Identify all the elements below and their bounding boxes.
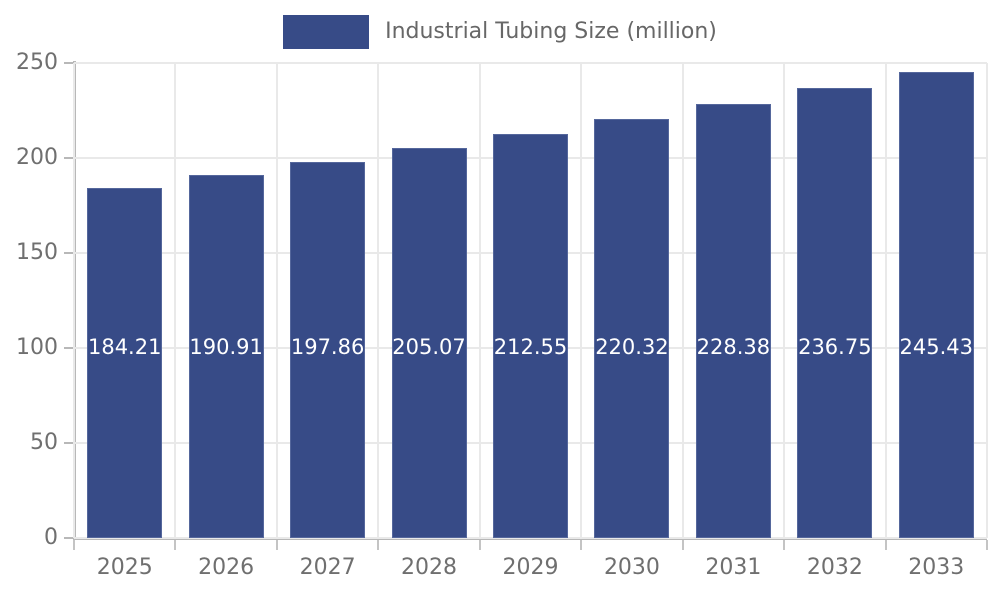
x-tick-label-2026: 2026: [198, 555, 255, 580]
y-tick-label-wrap: 250: [0, 52, 58, 74]
gridline-horizontal: [74, 537, 987, 539]
legend-color-swatch: [283, 15, 370, 49]
y-tick-label: 0: [44, 525, 58, 550]
x-tick-label-2029: 2029: [502, 555, 559, 580]
x-tick-mark: [884, 540, 887, 550]
y-tick-label-wrap: 150: [0, 242, 58, 264]
gridline-vertical: [580, 63, 583, 538]
bar-2029[interactable]: [492, 134, 569, 538]
gridline-vertical: [377, 63, 380, 538]
x-tick-mark: [377, 540, 380, 550]
bar-2028[interactable]: [391, 148, 467, 538]
bar-2025[interactable]: [87, 188, 163, 538]
legend-label: Industrial Tubing Size (million): [385, 19, 717, 44]
bar-2026[interactable]: [188, 175, 264, 538]
gridline-horizontal: [74, 62, 987, 64]
plot-area: 184.21 190.91 197.86 205.07 212.55 220.32 228.…: [73, 62, 988, 539]
y-tick-label-wrap: 50: [0, 432, 58, 454]
chart-legend: Industrial Tubing Size (million): [0, 10, 1000, 54]
y-tick-label: 150: [16, 240, 58, 265]
gridline-vertical: [174, 63, 177, 538]
y-tick-label-wrap: 0: [0, 527, 58, 549]
x-tick-mark: [580, 540, 583, 550]
y-tick-label-wrap: 200: [0, 147, 58, 169]
y-tick-label-wrap: 100: [0, 337, 58, 359]
x-tick-mark: [478, 540, 481, 550]
y-tick-mark: [64, 62, 73, 64]
y-tick-mark: [64, 442, 73, 444]
y-tick-mark: [64, 537, 73, 539]
y-tick-label: 200: [16, 145, 58, 170]
y-tick-mark: [64, 252, 73, 254]
y-tick-label: 100: [16, 335, 58, 360]
gridline-vertical: [986, 63, 988, 538]
gridline-vertical: [478, 63, 481, 538]
x-tick-label-2031: 2031: [705, 555, 762, 580]
y-axis-ticks: 0 50 100 150 200 250: [0, 0, 74, 600]
x-tick-mark: [174, 540, 177, 550]
gridline-vertical: [884, 63, 887, 538]
bar-2032[interactable]: [797, 88, 873, 538]
x-tick-label-2025: 2025: [96, 555, 153, 580]
x-tick-label-2033: 2033: [908, 555, 965, 580]
gridline-vertical: [681, 63, 684, 538]
gridline-vertical: [73, 63, 75, 538]
x-tick-label-2028: 2028: [401, 555, 458, 580]
gridline-vertical: [275, 63, 278, 538]
bar-2030[interactable]: [594, 119, 670, 538]
y-tick-mark: [64, 157, 73, 159]
x-tick-mark: [275, 540, 278, 550]
x-tick-label-2030: 2030: [603, 555, 660, 580]
x-tick-mark: [783, 540, 786, 550]
x-tick-label-2027: 2027: [299, 555, 356, 580]
legend-item-industrial-tubing-size[interactable]: Industrial Tubing Size (million): [283, 15, 717, 49]
bar-2033[interactable]: [898, 71, 974, 538]
x-tick-mark: [986, 540, 988, 550]
x-tick-mark: [73, 540, 75, 550]
x-tick-label-2032: 2032: [806, 555, 863, 580]
y-tick-label: 250: [16, 50, 58, 75]
gridline-vertical: [783, 63, 786, 538]
x-tick-mark: [681, 540, 684, 550]
y-tick-label: 50: [30, 430, 58, 455]
y-tick-mark: [64, 347, 73, 349]
bar-2027[interactable]: [290, 162, 366, 538]
bar-2031[interactable]: [695, 104, 771, 538]
